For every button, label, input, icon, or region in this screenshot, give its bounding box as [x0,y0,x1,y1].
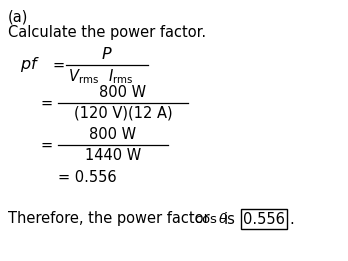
Text: 1440 W: 1440 W [85,148,141,163]
Text: Calculate the power factor.: Calculate the power factor. [8,25,206,40]
Text: $\mathit{pf}$: $\mathit{pf}$ [20,56,40,74]
Text: =: = [52,57,64,73]
Text: 0.556: 0.556 [243,211,285,227]
Text: (a): (a) [8,9,29,24]
Text: =: = [40,138,52,152]
Text: $\mathit{P}$: $\mathit{P}$ [101,46,113,62]
Text: (120 V)(12 A): (120 V)(12 A) [74,106,172,121]
Text: =: = [40,96,52,110]
Text: $I_{\mathrm{rms}}$: $I_{\mathrm{rms}}$ [108,67,133,86]
Text: = 0.556: = 0.556 [58,170,117,186]
FancyBboxPatch shape [241,209,287,229]
Text: $\cos\theta$: $\cos\theta$ [194,212,228,226]
Text: Therefore, the power factor: Therefore, the power factor [8,211,209,227]
Text: $V_{\mathrm{rms}}$: $V_{\mathrm{rms}}$ [68,67,99,86]
Text: .: . [289,211,294,227]
Text: 800 W: 800 W [89,127,136,142]
Text: 800 W: 800 W [100,85,147,100]
Text: is: is [224,211,236,227]
